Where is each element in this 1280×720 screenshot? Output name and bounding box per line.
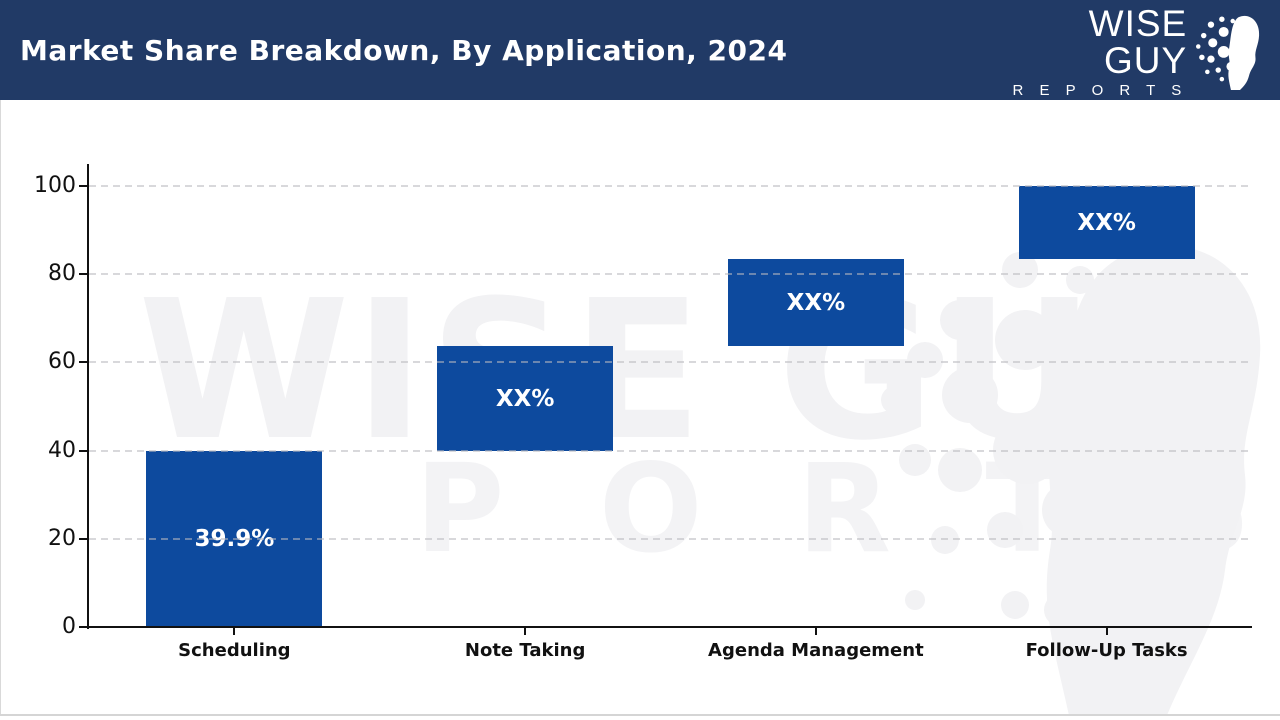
x-tick-label: Agenda Management — [708, 640, 924, 661]
x-tick — [233, 628, 236, 635]
gridline-40 — [89, 449, 1252, 452]
y-tick-label: 60 — [48, 349, 76, 375]
bar-value-label: XX% — [1077, 209, 1136, 236]
x-tick — [814, 628, 817, 635]
y-tick — [79, 273, 87, 276]
x-tick-label: Follow-Up Tasks — [1025, 640, 1188, 661]
bar-value-label: XX% — [495, 385, 555, 412]
logo-face-icon — [1196, 15, 1260, 91]
y-tick-label: 80 — [48, 261, 76, 287]
y-tick-label: 0 — [62, 614, 76, 639]
gridline-80 — [89, 273, 1252, 276]
y-tick-label: 100 — [34, 173, 76, 198]
bar-value-label: XX% — [786, 289, 846, 316]
gridline-100 — [89, 185, 1252, 187]
logo-reports-text: R E P O R T S — [1012, 81, 1188, 99]
logo-text: WISE GUY R E P O R T S — [1012, 5, 1187, 98]
y-tick — [79, 185, 87, 187]
y-tick-label: 40 — [48, 437, 76, 463]
gridline-20 — [89, 537, 1252, 540]
gridline-60 — [89, 361, 1252, 364]
logo-wiseguy-text: WISE GUY — [1088, 2, 1188, 81]
x-tick-label: Note Taking — [464, 640, 586, 661]
bar-note-taking — [437, 346, 614, 452]
x-tick — [1105, 628, 1108, 635]
y-axis-spine — [87, 163, 89, 629]
watermark: WISE GUY P O R T S — [0, 100, 1280, 716]
y-tick — [79, 537, 87, 540]
y-tick — [79, 449, 87, 452]
page-left-border — [0, 100, 1, 716]
page-bottom-border — [0, 714, 1280, 716]
bar-follow-up-tasks — [1018, 186, 1195, 260]
y-tick — [79, 361, 87, 364]
chart-title: Market Share Breakdown, By Application, … — [20, 33, 788, 67]
header-bar: Market Share Breakdown, By Application, … — [0, 0, 1280, 100]
x-tick — [524, 628, 527, 635]
x-tick-label: Scheduling — [178, 640, 291, 661]
x-axis-spine — [87, 626, 1252, 628]
wiseguy-logo: WISE GUY R E P O R T S — [1012, 5, 1262, 98]
y-tick-label: 20 — [48, 525, 76, 551]
y-tick — [79, 626, 87, 628]
